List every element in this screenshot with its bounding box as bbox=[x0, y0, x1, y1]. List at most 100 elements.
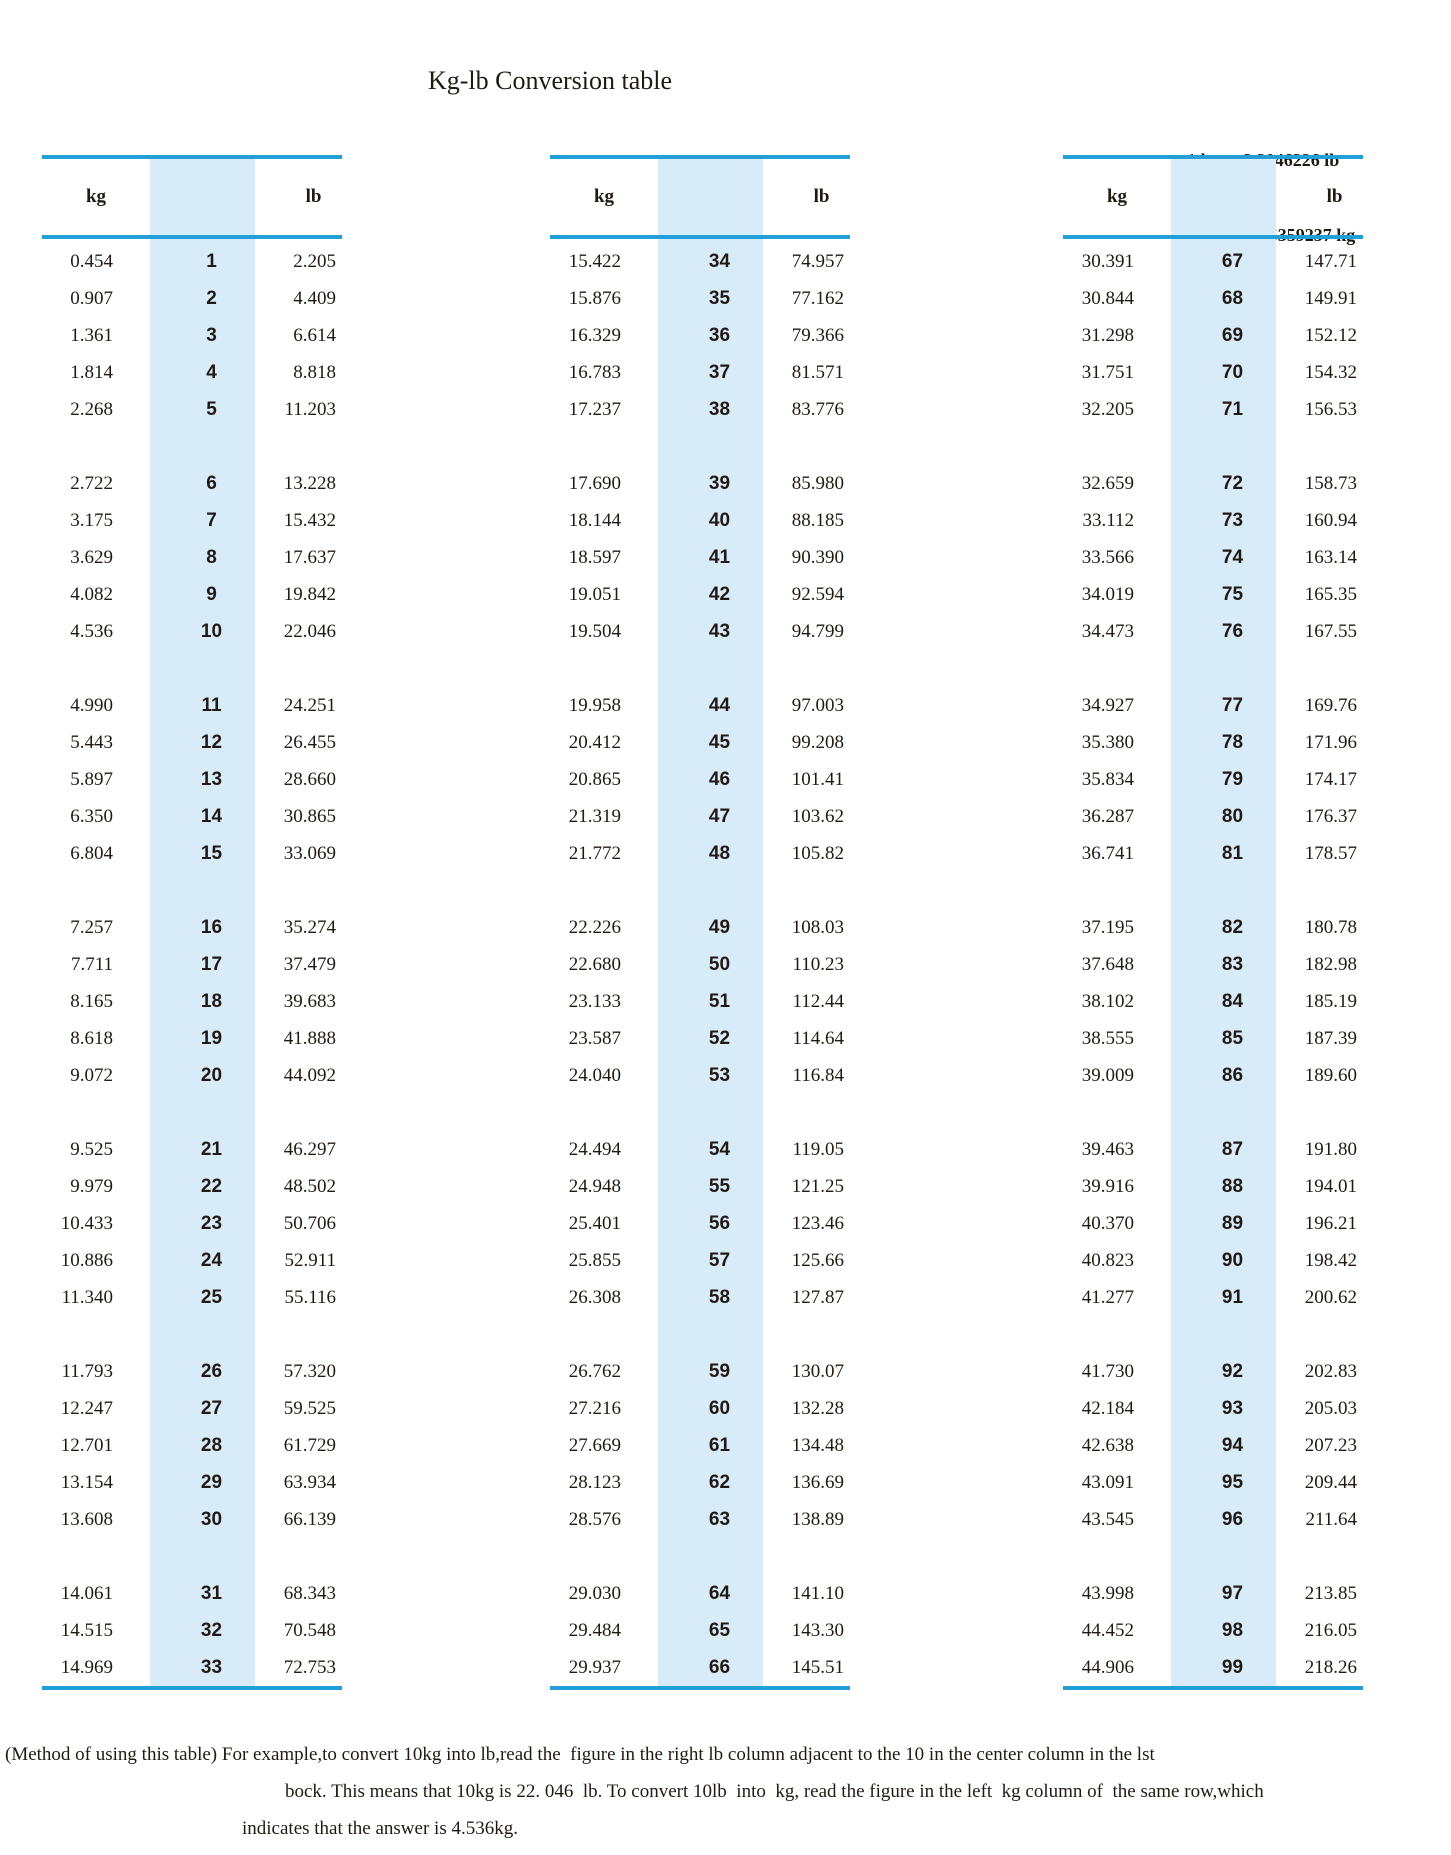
lb-value: 178.57 bbox=[1304, 843, 1357, 864]
unit-number: 54 bbox=[708, 1139, 731, 1160]
unit-number: 42 bbox=[708, 584, 731, 605]
lb-value: 152.12 bbox=[1304, 325, 1357, 346]
unit-number: 88 bbox=[1221, 1176, 1244, 1197]
kg-value: 8.165 bbox=[70, 991, 113, 1012]
kg-value: 38.555 bbox=[1081, 1028, 1134, 1049]
kg-value: 0.454 bbox=[70, 251, 113, 272]
table-row: 12.247 27 59.525 bbox=[42, 1390, 342, 1427]
unit-number: 59 bbox=[708, 1361, 731, 1382]
lb-value: 114.64 bbox=[792, 1028, 844, 1049]
kg-value: 0.907 bbox=[70, 288, 113, 309]
table-row: 8.618 19 41.888 bbox=[42, 1020, 342, 1057]
kg-value: 22.226 bbox=[568, 917, 621, 938]
table-row: 42.638 94 207.23 bbox=[1063, 1427, 1363, 1464]
kg-column-header: kg bbox=[1106, 186, 1128, 207]
table-row: 33.566 74 163.14 bbox=[1063, 539, 1363, 576]
table-row: 7.257 16 35.274 bbox=[42, 909, 342, 946]
kg-value: 2.268 bbox=[70, 399, 113, 420]
kg-value: 17.690 bbox=[568, 473, 621, 494]
table-row: 30.844 68 149.91 bbox=[1063, 280, 1363, 317]
lb-value: 116.84 bbox=[792, 1065, 844, 1086]
kg-value: 33.112 bbox=[1082, 510, 1134, 531]
kg-value: 14.515 bbox=[60, 1620, 113, 1641]
table-row: 31.751 70 154.32 bbox=[1063, 354, 1363, 391]
lb-value: 218.26 bbox=[1304, 1657, 1357, 1678]
unit-number: 27 bbox=[200, 1398, 223, 1419]
kg-value: 14.061 bbox=[60, 1583, 113, 1604]
lb-value: 191.80 bbox=[1304, 1139, 1357, 1160]
unit-number: 50 bbox=[708, 954, 731, 975]
kg-value: 4.990 bbox=[70, 695, 113, 716]
unit-number: 52 bbox=[708, 1028, 731, 1049]
lb-value: 213.85 bbox=[1304, 1583, 1357, 1604]
table-row: 28.576 63 138.89 bbox=[550, 1501, 850, 1538]
table-row: 36.287 80 176.37 bbox=[1063, 798, 1363, 835]
lb-value: 22.046 bbox=[283, 621, 336, 642]
table-row: 21.319 47 103.62 bbox=[550, 798, 850, 835]
table-row: 6.804 15 33.069 bbox=[42, 835, 342, 872]
unit-number: 49 bbox=[708, 917, 731, 938]
table-row: 29.937 66 145.51 bbox=[550, 1649, 850, 1686]
lb-value: 108.03 bbox=[791, 917, 844, 938]
unit-number: 8 bbox=[206, 547, 217, 568]
footnote-line-3: indicates that the answer is 4.536kg. bbox=[242, 1818, 518, 1839]
kg-value: 4.536 bbox=[70, 621, 113, 642]
lb-value: 136.69 bbox=[791, 1472, 844, 1493]
kg-value: 18.597 bbox=[568, 547, 621, 568]
kg-value: 27.669 bbox=[568, 1435, 621, 1456]
kg-value: 21.319 bbox=[568, 806, 621, 827]
unit-number: 72 bbox=[1221, 473, 1244, 494]
table-row: 34.019 75 165.35 bbox=[1063, 576, 1363, 613]
table-row: 35.834 79 174.17 bbox=[1063, 761, 1363, 798]
kg-value: 44.906 bbox=[1081, 1657, 1134, 1678]
unit-number: 17 bbox=[200, 954, 223, 975]
unit-number: 94 bbox=[1221, 1435, 1244, 1456]
lb-value: 158.73 bbox=[1304, 473, 1357, 494]
number-column-header bbox=[658, 159, 763, 235]
lb-value: 85.980 bbox=[791, 473, 844, 494]
lb-value: 127.87 bbox=[791, 1287, 844, 1308]
table-row: 34.473 76 167.55 bbox=[1063, 613, 1363, 650]
unit-number: 32 bbox=[200, 1620, 223, 1641]
unit-number: 71 bbox=[1221, 399, 1244, 420]
table-row: 5.897 13 28.660 bbox=[42, 761, 342, 798]
lb-value: 46.297 bbox=[283, 1139, 336, 1160]
unit-number: 73 bbox=[1221, 510, 1244, 531]
lb-value: 30.865 bbox=[283, 806, 336, 827]
lb-value: 141.10 bbox=[791, 1583, 844, 1604]
lb-value: 123.46 bbox=[791, 1213, 844, 1234]
lb-value: 19.842 bbox=[283, 584, 336, 605]
kg-value: 27.216 bbox=[568, 1398, 621, 1419]
kg-value: 19.504 bbox=[568, 621, 621, 642]
unit-number: 20 bbox=[200, 1065, 223, 1086]
unit-number: 66 bbox=[708, 1657, 731, 1678]
unit-number: 62 bbox=[708, 1472, 731, 1493]
lb-value: 176.37 bbox=[1304, 806, 1357, 827]
kg-value: 32.205 bbox=[1081, 399, 1134, 420]
table-row: 28.123 62 136.69 bbox=[550, 1464, 850, 1501]
lb-value: 57.320 bbox=[283, 1361, 336, 1382]
table-row: 13.154 29 63.934 bbox=[42, 1464, 342, 1501]
lb-value: 147.71 bbox=[1304, 251, 1357, 272]
unit-number: 84 bbox=[1221, 991, 1244, 1012]
kg-value: 9.979 bbox=[70, 1176, 113, 1197]
kg-value: 39.463 bbox=[1081, 1139, 1134, 1160]
unit-number: 96 bbox=[1221, 1509, 1244, 1530]
table-row: 37.195 82 180.78 bbox=[1063, 909, 1363, 946]
kg-value: 24.494 bbox=[568, 1139, 621, 1160]
kg-value: 20.412 bbox=[568, 732, 621, 753]
table-row: 30.391 67 147.71 bbox=[1063, 243, 1363, 280]
kg-value: 18.144 bbox=[568, 510, 621, 531]
lb-value: 28.660 bbox=[283, 769, 336, 790]
kg-column-header: kg bbox=[85, 186, 107, 207]
lb-value: 125.66 bbox=[791, 1250, 844, 1271]
kg-value: 42.184 bbox=[1081, 1398, 1134, 1419]
kg-value: 23.133 bbox=[568, 991, 621, 1012]
table-row: 29.484 65 143.30 bbox=[550, 1612, 850, 1649]
kg-value: 5.443 bbox=[70, 732, 113, 753]
table-row: 25.855 57 125.66 bbox=[550, 1242, 850, 1279]
table-row: 23.133 51 112.44 bbox=[550, 983, 850, 1020]
lb-value: 39.683 bbox=[283, 991, 336, 1012]
table-row: 9.072 20 44.092 bbox=[42, 1057, 342, 1094]
unit-number: 83 bbox=[1221, 954, 1244, 975]
